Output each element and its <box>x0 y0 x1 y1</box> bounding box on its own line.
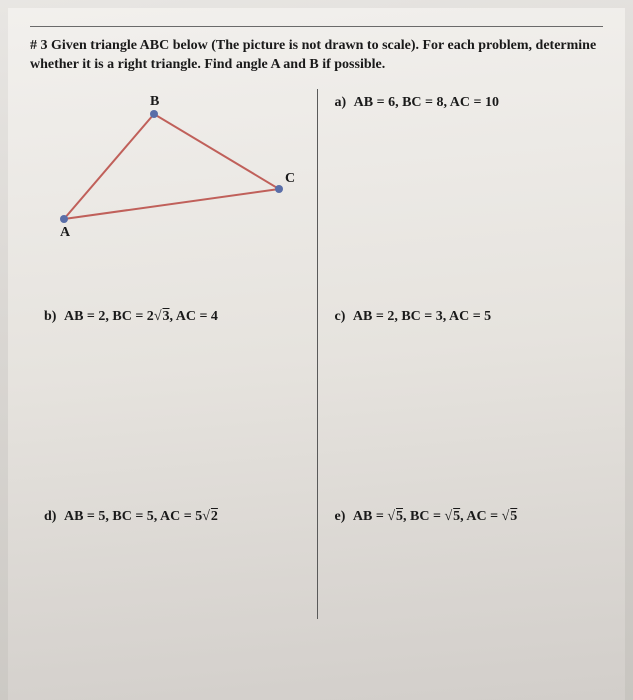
triangle-svg <box>44 99 304 239</box>
eq-e-ab-pre: AB = <box>353 509 387 524</box>
eq-d-sqrt: √2 <box>202 509 218 525</box>
eq-e-ac-pre: , AC = <box>460 509 501 524</box>
eq-d-lead: AB = 5, BC = 5, AC = 5 <box>64 509 202 524</box>
prompt-line1: Given triangle ABC below (The picture is… <box>51 38 596 53</box>
eq-c: AB = 2, BC = 3, AC = 5 <box>353 309 491 324</box>
label-c: c) <box>335 309 346 324</box>
eq-b-lead: AB = 2, BC = 2 <box>64 309 154 324</box>
eq-e-ab-sqrt: √5 <box>387 509 403 525</box>
prompt-line2: whether it is a right triangle. Find ang… <box>30 57 385 72</box>
cell-a: a) AB = 6, BC = 8, AC = 10 <box>317 89 604 269</box>
label-e: e) <box>335 509 346 524</box>
cell-triangle: A B C <box>30 89 317 269</box>
problem-number: # 3 <box>30 38 48 53</box>
vertex-label-c: C <box>285 171 295 187</box>
label-b: b) <box>44 309 56 324</box>
eq-a: AB = 6, BC = 8, AC = 10 <box>354 95 499 110</box>
eq-e-bc-sqrt: √5 <box>444 509 460 525</box>
cell-e: e) AB = √5, BC = √5, AC = √5 <box>317 439 604 619</box>
vertex-label-a: A <box>60 225 70 241</box>
top-rule <box>30 26 603 27</box>
eq-b-tail: , AC = 4 <box>170 309 218 324</box>
worksheet-page: # 3 Given triangle ABC below (The pictur… <box>8 8 625 700</box>
eq-e-bc-pre: , BC = <box>403 509 444 524</box>
vertex-label-b: B <box>150 94 159 110</box>
problem-grid: A B C a) AB = 6, BC = 8, AC = 10 b) AB =… <box>30 89 603 619</box>
cell-d: d) AB = 5, BC = 5, AC = 5√2 <box>30 439 317 619</box>
eq-b-sqrt: √3 <box>154 309 170 325</box>
label-d: d) <box>44 509 56 524</box>
cell-b: b) AB = 2, BC = 2√3, AC = 4 <box>30 269 317 439</box>
eq-e-ac-sqrt: √5 <box>502 509 518 525</box>
cell-c: c) AB = 2, BC = 3, AC = 5 <box>317 269 604 439</box>
problem-prompt: # 3 Given triangle ABC below (The pictur… <box>30 37 603 75</box>
label-a: a) <box>335 95 347 110</box>
triangle-figure: A B C <box>44 99 304 239</box>
